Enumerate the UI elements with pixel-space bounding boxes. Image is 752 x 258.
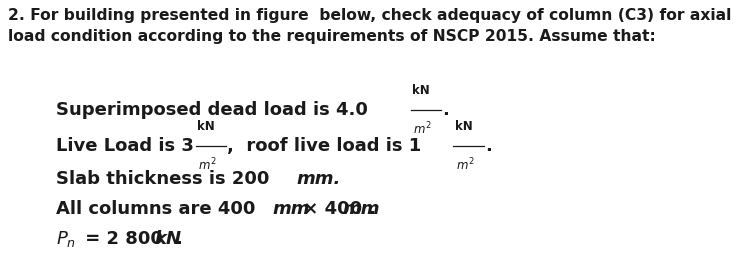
Text: kN: kN — [412, 84, 430, 97]
Text: kN: kN — [455, 120, 473, 133]
Text: Slab thickness is 200: Slab thickness is 200 — [56, 170, 270, 188]
Text: All columns are 400: All columns are 400 — [56, 200, 256, 218]
Text: kN: kN — [197, 120, 215, 133]
Text: = 2 800: = 2 800 — [79, 230, 163, 248]
Text: .: . — [442, 101, 449, 119]
Text: $m^2$: $m^2$ — [456, 157, 475, 173]
Text: .: . — [368, 200, 374, 218]
Text: $m^2$: $m^2$ — [198, 157, 217, 173]
Text: Live Load is 3: Live Load is 3 — [56, 137, 194, 155]
Text: .: . — [485, 137, 492, 155]
Text: mm.: mm. — [296, 170, 341, 188]
Text: mm: mm — [272, 200, 310, 218]
Text: load condition according to the requirements of NSCP 2015. Assume that:: load condition according to the requirem… — [8, 8, 655, 44]
Text: × 400: × 400 — [297, 200, 362, 218]
Text: 2. For building presented in figure  below, check adequacy of column (C3) for ax: 2. For building presented in figure belo… — [8, 8, 731, 23]
Text: $m^2$: $m^2$ — [413, 121, 432, 137]
Text: ,  roof live load is 1: , roof live load is 1 — [227, 137, 421, 155]
Text: kN: kN — [154, 230, 181, 248]
Text: .: . — [175, 230, 182, 248]
Text: mm: mm — [343, 200, 381, 218]
Text: Superimposed dead load is 4.0: Superimposed dead load is 4.0 — [56, 101, 368, 119]
Text: $P_n$: $P_n$ — [56, 229, 77, 249]
